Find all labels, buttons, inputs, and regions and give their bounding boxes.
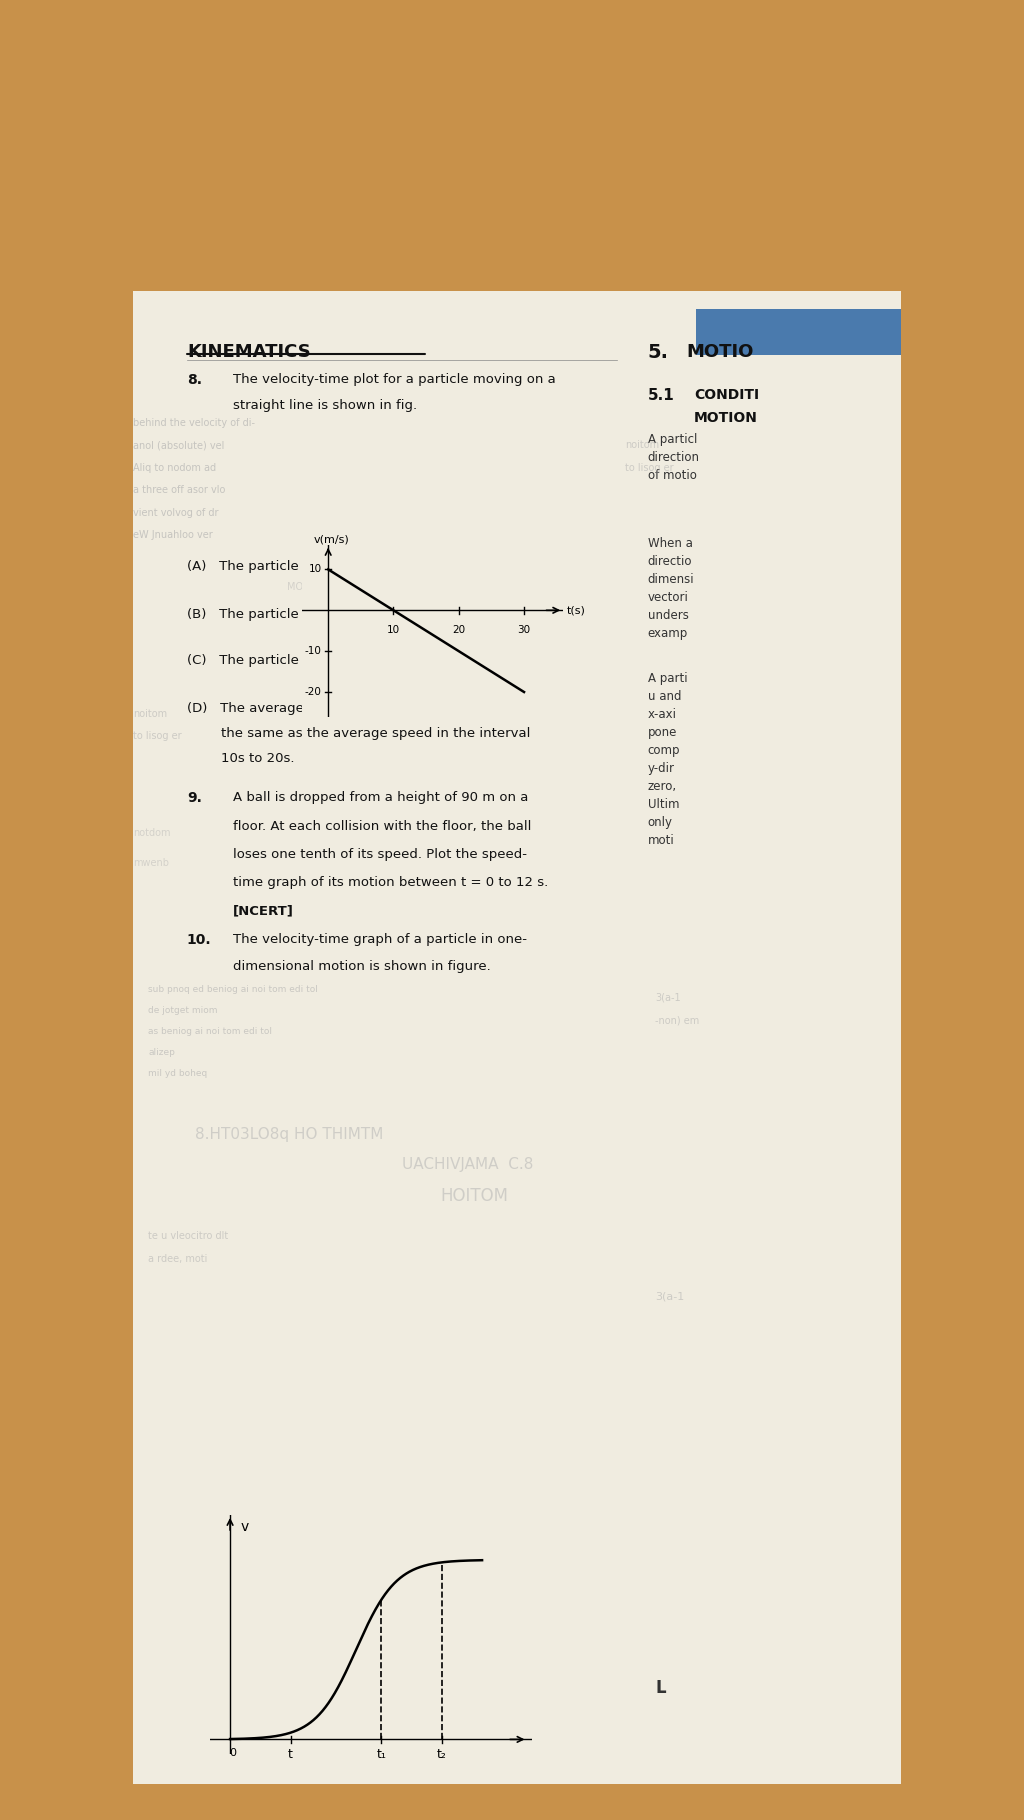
Text: 30: 30 [517,624,530,635]
Text: HOITOM: HOITOM [440,1187,508,1205]
Text: KINEMATICS: KINEMATICS [186,344,310,362]
Text: t₂: t₂ [437,1749,446,1762]
Text: 8.: 8. [186,373,202,388]
Text: -10: -10 [305,646,322,657]
Text: behind the velocity of di-: behind the velocity of di- [133,419,255,428]
Text: (C)   The particle has zero displacement: (C) The particle has zero displacement [186,653,454,666]
Text: time graph of its motion between t = 0 to 12 s.: time graph of its motion between t = 0 t… [233,875,548,890]
Text: noitom: noitom [625,440,658,450]
Text: t₁: t₁ [377,1749,386,1762]
Text: as beniog ai noi tom edi tol: as beniog ai noi tom edi tol [148,1026,272,1036]
Text: A ball is dropped from a height of 90 m on a: A ball is dropped from a height of 90 m … [233,792,528,804]
Text: mil yd boheq: mil yd boheq [148,1068,208,1077]
Text: CONDITI: CONDITI [694,388,759,402]
Text: 5.1: 5.1 [647,388,675,404]
Text: a three off asor vlo: a three off asor vlo [133,486,225,495]
Text: alizep: alizep [148,1048,175,1057]
Text: When a
directio
dimensi
vectori
unders
examp: When a directio dimensi vectori unders e… [647,537,694,641]
Text: dimensional motion is shown in figure.: dimensional motion is shown in figure. [233,959,490,974]
Text: 10: 10 [308,564,322,575]
Text: Aliq to nodom ad: Aliq to nodom ad [133,462,216,473]
Text: The velocity-time plot for a particle moving on a: The velocity-time plot for a particle mo… [233,373,556,386]
Text: L: L [655,1680,666,1696]
Text: floor. At each collision with the floor, the ball: floor. At each collision with the floor,… [233,819,531,832]
Text: 10s to 20s.: 10s to 20s. [186,752,294,766]
Text: 9.: 9. [186,792,202,804]
Text: (B)   The particle has never turned around.: (B) The particle has never turned around… [186,608,473,621]
Text: the same as the average speed in the interval: the same as the average speed in the int… [186,726,530,741]
Text: -20: -20 [305,686,322,697]
Text: 3(a-1: 3(a-1 [655,1290,685,1301]
Text: [NCERT]: [NCERT] [233,905,294,917]
Text: de jotget miom: de jotget miom [148,1006,218,1016]
Text: straight line is shown in fig.: straight line is shown in fig. [233,399,417,411]
Text: v(m/s): v(m/s) [313,535,349,544]
Text: (D)   The average speed in the interval 0 to 10s is: (D) The average speed in the interval 0 … [186,701,519,715]
Text: A particl
direction
of motio: A particl direction of motio [647,433,699,482]
Text: 10.: 10. [186,934,212,946]
Text: MOT: MOT [287,582,308,592]
Text: a rdee, moti: a rdee, moti [148,1254,208,1263]
Text: The velocity-time graph of a particle in one-: The velocity-time graph of a particle in… [233,934,527,946]
Text: t(s): t(s) [566,606,586,615]
Text: 0: 0 [229,1749,237,1758]
Text: v: v [241,1520,249,1534]
Text: vient volvog of dr: vient volvog of dr [133,508,218,517]
Text: UACHIVJAMA  C.8: UACHIVJAMA C.8 [401,1158,534,1172]
Text: MOTIO: MOTIO [686,344,754,362]
Text: mwenb: mwenb [133,859,169,868]
Text: 5.: 5. [647,344,669,362]
Text: (A)   The particle has constant acceleration: (A) The particle has constant accelerati… [186,561,475,573]
Text: noitom: noitom [133,710,167,719]
Text: to lisog er: to lisog er [625,462,673,473]
Text: 8.HT03LO8q HO THIMTM: 8.HT03LO8q HO THIMTM [195,1127,383,1141]
Text: to lisog er: to lisog er [133,732,181,741]
Text: t: t [288,1749,293,1762]
Text: sub pnoq ed beniog ai noi tom edi tol: sub pnoq ed beniog ai noi tom edi tol [148,985,318,994]
Text: 20: 20 [453,624,465,635]
Text: loses one tenth of its speed. Plot the speed-: loses one tenth of its speed. Plot the s… [233,848,527,861]
Text: 3(a-1: 3(a-1 [655,992,681,1003]
Text: -non) em: -non) em [655,1016,699,1025]
Text: A parti
u and
x-axi
pone
comp
y-dir
zero,
Ultim
only
moti: A parti u and x-axi pone comp y-dir zero… [647,672,687,846]
Text: 10: 10 [387,624,400,635]
Text: notdom: notdom [133,828,171,839]
Text: te u vleocitro dlt: te u vleocitro dlt [148,1232,228,1241]
Text: anol (absolute) vel: anol (absolute) vel [133,440,224,450]
Text: eW Jnuahloo ver: eW Jnuahloo ver [133,530,213,541]
Text: MOTION: MOTION [694,411,758,424]
